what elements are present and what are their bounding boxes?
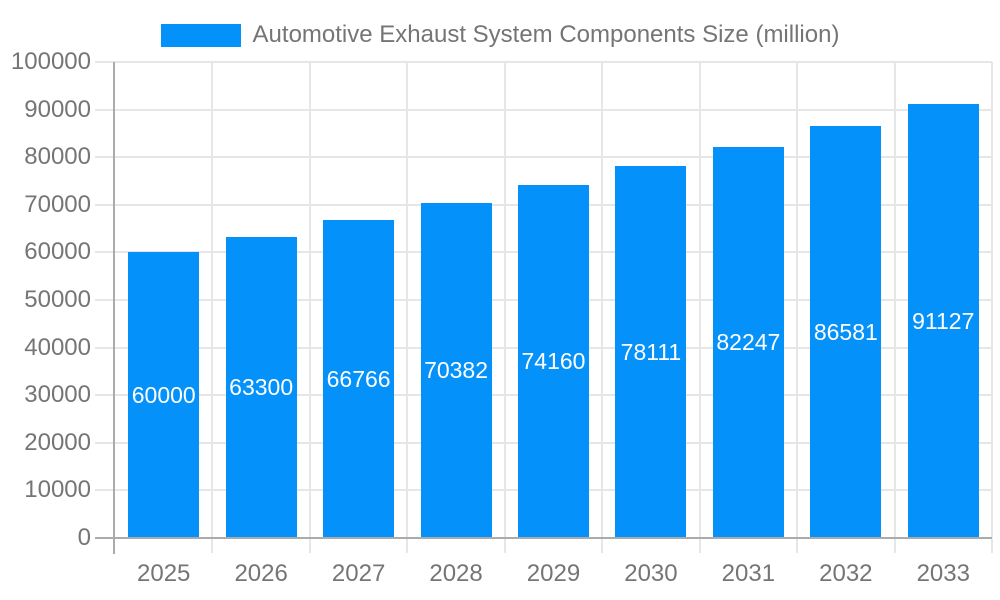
y-axis-label: 70000 [24,190,91,218]
y-axis-label: 40000 [24,333,91,361]
y-axis-tick [95,108,115,111]
y-axis-tick [95,251,115,254]
x-axis-label: 2029 [526,560,581,587]
x-gridline [796,62,799,538]
y-gridline [115,61,992,63]
bar-value-label: 74160 [521,348,586,375]
y-axis-line [113,62,115,554]
y-axis-label: 100000 [10,48,91,75]
bar-value-label: 63300 [229,374,294,401]
x-gridline [503,62,506,538]
chart-legend: Automotive Exhaust System Components Siz… [0,21,1000,49]
y-axis-label: 90000 [24,95,91,123]
bar-2032 [810,125,882,538]
x-axis-tick [406,539,409,553]
bar-value-label: 86581 [813,318,878,345]
x-axis-tick [698,539,701,553]
x-gridline [698,62,701,538]
y-axis-label: 80000 [24,143,91,171]
x-axis-tick [991,539,993,553]
x-axis-label: 2032 [819,560,873,587]
x-axis-tick [796,539,799,553]
legend-label: Automotive Exhaust System Components Siz… [252,21,840,48]
x-axis-label: 2028 [429,560,483,587]
bar-2031 [712,146,784,538]
y-axis-tick [95,489,115,492]
bar-2026 [225,236,297,538]
y-axis-label: 20000 [24,428,91,456]
bar-2027 [323,220,395,538]
bar-value-label: 70382 [424,357,489,384]
y-axis-tick [95,394,115,397]
x-axis-label: 2025 [137,560,191,587]
bar-2029 [518,184,589,538]
x-axis-tick [601,539,604,553]
y-axis-label: 0 [77,524,91,551]
x-axis-label: 2027 [331,560,386,587]
bar-2025 [128,252,200,538]
x-axis-label: 2031 [721,560,776,587]
x-axis-label: 2030 [624,560,678,587]
x-axis-tick [503,539,506,553]
y-axis-tick [95,156,115,159]
y-axis-label: 10000 [24,476,91,504]
y-axis-label: 50000 [24,286,91,313]
x-gridline [308,62,311,538]
x-gridline [601,62,604,538]
x-gridline [211,62,214,538]
legend-swatch [160,23,241,47]
x-axis-line [95,537,992,539]
x-axis-tick [211,539,214,553]
bar-value-label: 66766 [326,366,391,393]
bar-value-label: 91127 [912,308,975,335]
x-axis-label: 2033 [916,560,970,587]
y-axis-label: 60000 [24,238,91,266]
bar-2028 [420,202,492,538]
bar-value-label: 78111 [620,339,682,366]
y-axis-tick [95,61,115,63]
x-axis-tick [893,539,896,553]
bar-2033 [907,104,979,538]
x-gridline [991,62,993,538]
y-axis-tick [95,346,115,349]
y-axis-tick [95,441,115,444]
y-axis-label: 30000 [24,381,91,409]
bar-value-label: 82247 [716,329,781,356]
x-axis-label: 2026 [234,560,288,587]
x-gridline [893,62,896,538]
y-gridline [115,156,992,159]
bar-2030 [615,166,687,538]
x-gridline [406,62,409,538]
y-gridline [115,108,992,111]
y-axis-tick [95,203,115,206]
bar-value-label: 60000 [131,382,196,409]
y-axis-tick [95,299,115,301]
x-axis-tick [308,539,311,553]
